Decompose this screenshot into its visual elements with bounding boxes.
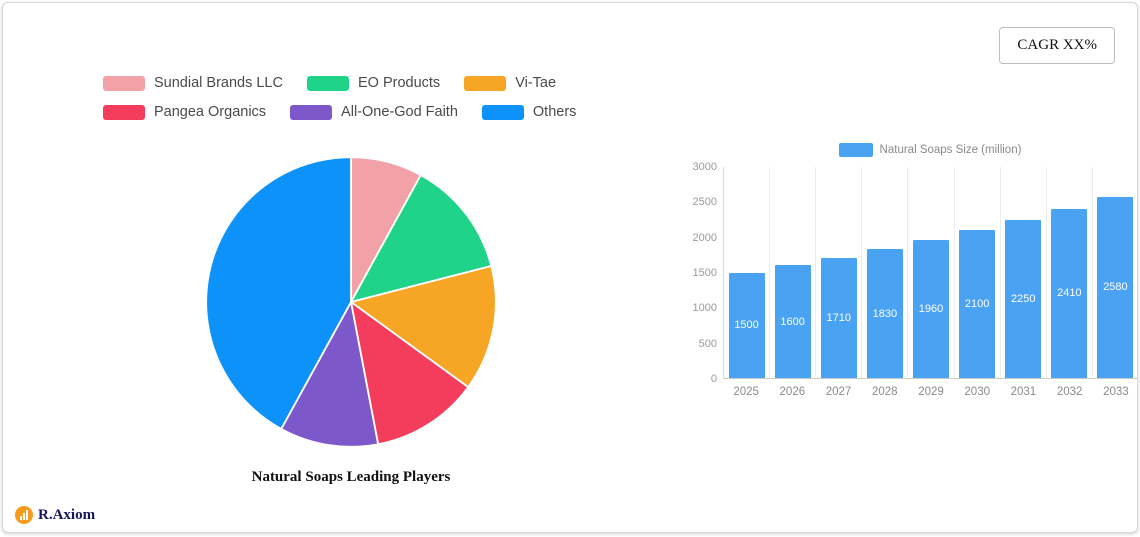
y-tick-label: 1000	[692, 302, 717, 315]
bar-value-label: 2580	[1103, 281, 1128, 294]
legend-label: Pangea Organics	[154, 104, 267, 120]
bar-2031[interactable]: 2250	[1005, 219, 1042, 378]
pie-slice-others[interactable]	[205, 156, 352, 430]
bar-legend-swatch	[838, 143, 873, 157]
pie-title: Natural Soaps Leading Players	[251, 469, 451, 485]
y-tick-label: 500	[698, 337, 717, 350]
y-tick-label: 2000	[692, 231, 717, 244]
pie-slice-all-one-god-faith[interactable]	[280, 301, 380, 448]
legend-item-eo-products[interactable]: EO Products	[306, 75, 441, 91]
pie-legend: Sundial Brands LLC EO Products Vi-Tae Pange…	[103, 75, 663, 120]
brand-logo: R.Axiom	[15, 506, 95, 524]
legend-label: Sundial Brands LLC	[154, 75, 283, 91]
logo-text: R.Axiom	[38, 506, 96, 523]
y-tick-label: 1500	[692, 267, 717, 279]
pie-svg	[205, 156, 497, 448]
x-tick-label: 2028	[871, 386, 898, 398]
bar-value-label: 2250	[1010, 292, 1036, 305]
bar-column: 1500	[724, 167, 771, 378]
bar-plot-area: 0 500 1000 1500 2000 2500 3000 1500 1600 1710 183…	[691, 161, 1137, 385]
cagr-badge: CAGR XX%	[999, 27, 1115, 64]
bar-legend-label: Natural Soaps Size (million)	[879, 144, 1022, 156]
bar-column: 2410	[1047, 167, 1093, 378]
legend-label: Vi-Tae	[515, 75, 557, 91]
legend-swatch	[464, 75, 507, 91]
bar-legend[interactable]: Natural Soaps Size (million)	[721, 143, 1137, 157]
x-tick-label: 2032	[1056, 386, 1083, 398]
legend-item-pangea-organics[interactable]: Pangea Organics	[103, 104, 266, 120]
legend-item-vi-tae[interactable]: Vi-Tae	[464, 75, 556, 91]
x-axis: 2025 2026 2027 2028 2029 2030 2031 2032 2033	[723, 386, 1137, 398]
x-tick-label: 2030	[964, 386, 990, 398]
bar-column: 2580	[1093, 167, 1137, 378]
y-tick-label: 0	[710, 373, 717, 385]
pie-slice-vi-tae[interactable]	[350, 265, 497, 389]
legend-swatch	[290, 104, 333, 120]
x-tick-label: 2026	[779, 386, 806, 398]
legend-item-others[interactable]: Others	[481, 104, 577, 120]
legend-swatch	[103, 75, 145, 91]
bar-2030[interactable]: 2100	[959, 230, 996, 378]
bar-column: 1960	[908, 167, 955, 378]
bar-2028[interactable]: 1830	[866, 249, 903, 378]
legend-label: Others	[532, 104, 577, 120]
x-tick-label: 2031	[1010, 386, 1037, 398]
bar-value-label: 1500	[734, 319, 759, 332]
bar-value-label: 1830	[872, 307, 898, 320]
bar-value-label: 1710	[826, 311, 852, 324]
legend-item-all-one-god-faith[interactable]: All-One-God Faith	[290, 104, 458, 120]
bar-column: 2100	[955, 167, 1001, 378]
pie-chart	[186, 137, 516, 467]
x-tick-label: 2027	[825, 386, 852, 398]
bar-column: 2250	[1001, 167, 1047, 378]
bar-2033[interactable]: 2580	[1097, 196, 1134, 378]
bar-2025[interactable]: 1500	[728, 272, 765, 378]
x-tick-label: 2033	[1103, 386, 1129, 398]
legend-swatch	[306, 75, 349, 91]
legend-swatch	[481, 104, 524, 120]
bar-2029[interactable]: 1960	[912, 240, 950, 378]
bar-value-label: 1600	[780, 315, 805, 328]
bar-2026[interactable]: 1600	[774, 265, 811, 378]
legend-label: EO Products	[357, 75, 441, 91]
pie-slice-eo-products[interactable]	[350, 174, 493, 303]
legend-swatch	[103, 104, 145, 120]
y-tick-label: 2500	[692, 196, 717, 209]
pie-slice-pangea-organics[interactable]	[350, 301, 470, 446]
legend-item-sundial-brands-llc[interactable]: Sundial Brands LLC	[103, 75, 283, 91]
bar-2032[interactable]: 2410	[1051, 208, 1088, 378]
x-tick-label: 2029	[918, 386, 944, 398]
bar-column: 1710	[816, 167, 863, 378]
legend-label: All-One-God Faith	[341, 104, 458, 120]
bar-column: 1600	[770, 167, 817, 378]
bar-column: 1830	[862, 167, 909, 378]
bar-value-label: 2100	[964, 298, 990, 311]
bar-2027[interactable]: 1710	[820, 257, 857, 378]
y-tick-label: 3000	[692, 161, 717, 173]
bar-value-label: 2410	[1057, 287, 1082, 300]
bar-plot: 1500 1600 1710 1830 1960 2100 2250 2410 2580	[723, 167, 1137, 379]
logo-icon	[15, 506, 33, 524]
y-axis: 0 500 1000 1500 2000 2500 3000	[691, 161, 723, 385]
bar-chart: Natural Soaps Size (million) 0 500 1000 150…	[691, 143, 1137, 398]
x-tick-label: 2025	[733, 386, 759, 398]
bar-value-label: 1960	[918, 303, 944, 316]
